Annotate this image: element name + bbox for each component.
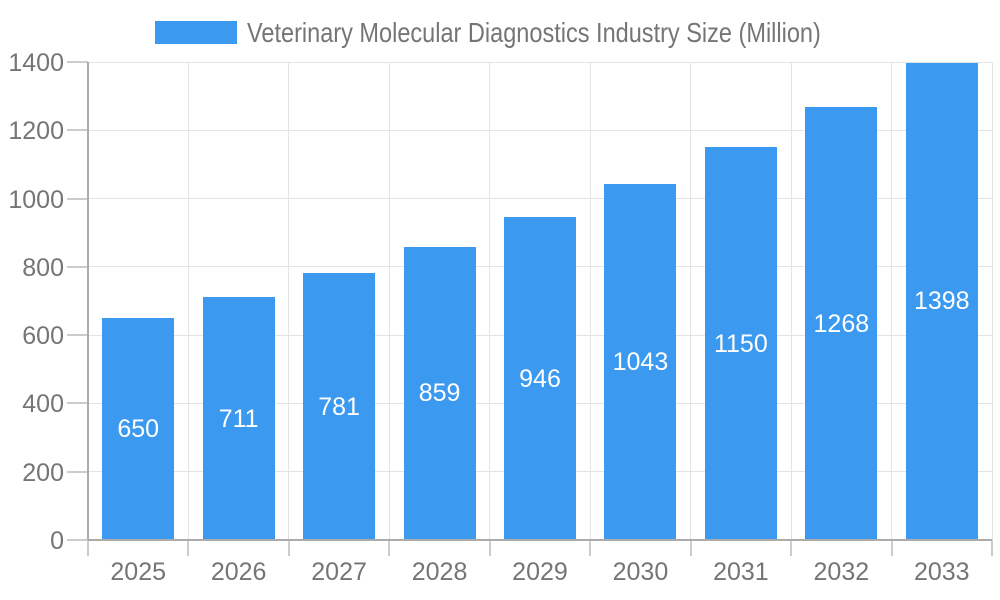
bar-value-label: 859 (418, 379, 461, 408)
y-axis-tick (67, 197, 88, 200)
y-axis-line (87, 62, 89, 540)
x-axis-tick (287, 540, 290, 556)
bar-value-label: 781 (318, 392, 360, 421)
y-axis-label: 200 (22, 458, 64, 487)
bar[interactable] (303, 273, 376, 540)
y-axis-label: 1200 (8, 117, 64, 146)
x-axis-label: 2028 (411, 558, 468, 586)
v-gridline (187, 62, 189, 540)
v-gridline (288, 62, 290, 540)
x-axis-label: 2031 (713, 558, 769, 586)
bar[interactable] (504, 217, 576, 540)
x-axis-label: 2032 (813, 558, 870, 586)
y-axis-tick (67, 129, 88, 132)
x-axis-tick (790, 540, 793, 556)
v-gridline (589, 62, 591, 540)
v-gridline (891, 62, 893, 540)
x-axis-label: 2033 (913, 558, 970, 586)
x-axis-tick (689, 540, 692, 556)
bar[interactable] (905, 62, 978, 540)
y-axis-label: 1400 (8, 49, 64, 77)
y-axis-label: 600 (22, 322, 64, 351)
x-axis-label: 2025 (110, 558, 167, 586)
bar[interactable] (202, 297, 275, 540)
bar-value-label: 1150 (713, 329, 768, 358)
y-axis-label: 1000 (8, 185, 64, 214)
legend-label: Veterinary Molecular Diagnostics Industr… (247, 17, 821, 48)
x-axis-tick (589, 540, 592, 556)
x-axis-tick (488, 540, 491, 556)
v-gridline (388, 62, 390, 540)
bar[interactable] (704, 147, 777, 540)
x-axis-label: 2027 (311, 558, 367, 586)
x-axis-label: 2026 (210, 558, 267, 586)
y-axis-tick (67, 265, 88, 268)
x-axis-tick (87, 540, 89, 556)
x-axis-tick (388, 540, 391, 556)
x-axis-tick (991, 540, 993, 556)
x-axis-line (88, 539, 992, 541)
y-axis-tick (67, 61, 88, 63)
y-axis-label: 800 (22, 253, 64, 282)
y-axis-tick (67, 470, 88, 473)
legend-swatch[interactable] (155, 21, 237, 44)
x-axis-tick (890, 540, 893, 556)
bar[interactable] (604, 183, 677, 540)
h-gridline (88, 61, 992, 63)
bar[interactable] (102, 318, 175, 540)
x-axis-label: 2030 (612, 558, 669, 586)
v-gridline (489, 62, 491, 540)
bar-value-label: 1268 (813, 309, 870, 338)
y-axis-tick (67, 334, 88, 337)
x-axis-label: 2029 (512, 558, 568, 586)
v-gridline (690, 62, 692, 540)
x-axis-tick (187, 540, 190, 556)
bar-value-label: 946 (519, 364, 561, 393)
bar[interactable] (403, 246, 476, 540)
y-axis-label: 400 (22, 390, 64, 419)
v-gridline (790, 62, 792, 540)
bar-value-label: 650 (117, 415, 160, 444)
y-axis-label: 0 (50, 527, 64, 555)
v-gridline (991, 62, 993, 540)
h-gridline (88, 129, 992, 131)
bar-value-label: 1043 (612, 347, 669, 376)
bar[interactable] (805, 107, 878, 540)
h-gridline (88, 198, 992, 200)
y-axis-tick (67, 402, 88, 405)
bar-value-label: 711 (218, 404, 259, 433)
y-axis-tick (67, 539, 88, 541)
bar-value-label: 1398 (913, 287, 970, 316)
